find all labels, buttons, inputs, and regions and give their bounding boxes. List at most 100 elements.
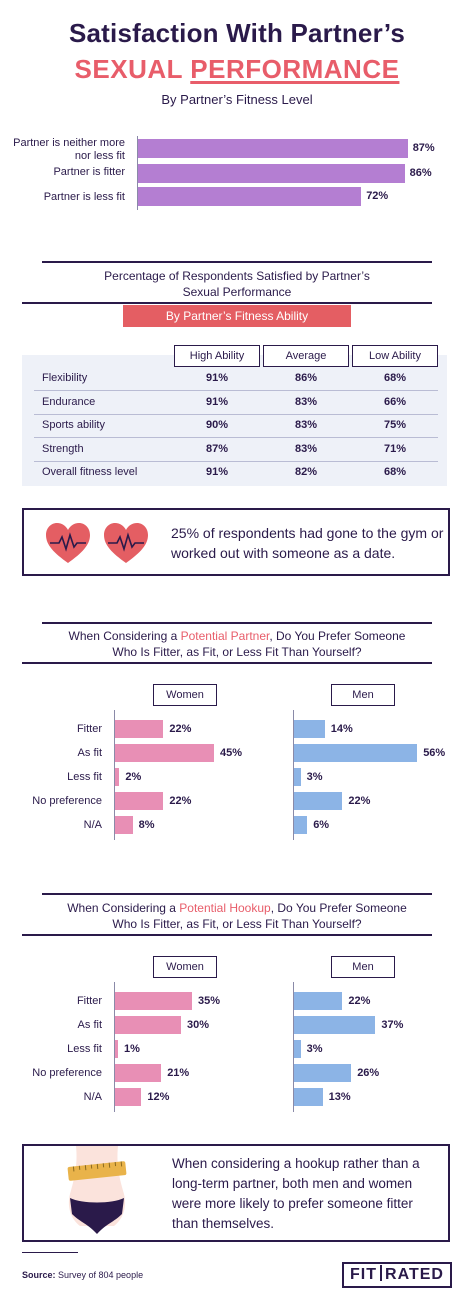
title-part: When Considering a bbox=[68, 629, 181, 643]
men-bar bbox=[294, 768, 301, 786]
men-bar-label: 3% bbox=[306, 771, 323, 783]
men-bar bbox=[294, 992, 343, 1010]
divider bbox=[42, 893, 432, 895]
fitness-satisfaction-chart: Partner is neither more nor less fit Par… bbox=[0, 130, 474, 210]
fitness-bar bbox=[138, 139, 408, 158]
category-label: Partner is less fit bbox=[43, 191, 125, 203]
source-note: Source: Survey of 804 people bbox=[22, 1270, 143, 1280]
hookup-preference-chart: Fitter As fit Less fit No preference N/A Wome… bbox=[0, 956, 474, 1116]
page-subtitle: By Partner’s Fitness Level bbox=[161, 92, 313, 107]
category-label: Less fit bbox=[67, 1043, 102, 1055]
gym-date-callout: 25% of respondents had gone to the gym o… bbox=[22, 508, 450, 576]
table-row-divider bbox=[34, 460, 438, 462]
column-header-low: Low Ability bbox=[352, 345, 438, 367]
women-bar bbox=[115, 816, 133, 834]
table-cell: 91% bbox=[205, 466, 229, 478]
column-header-high: High Ability bbox=[174, 345, 260, 367]
hookup-text: When considering a hookup rather than a … bbox=[172, 1154, 448, 1234]
column-header-average: Average bbox=[263, 345, 349, 367]
women-bar bbox=[115, 992, 192, 1010]
category-label: Partner is neither more nor less fit bbox=[13, 137, 125, 162]
category-label: No preference bbox=[32, 1067, 102, 1079]
axis-line bbox=[293, 982, 294, 1112]
ability-badge: By Partner’s Fitness Ability bbox=[123, 305, 351, 327]
hookup-chart-title: When Considering a Potential Hookup, Do … bbox=[0, 900, 474, 932]
table-cell: 90% bbox=[205, 419, 229, 431]
women-bar-label: 1% bbox=[124, 1043, 140, 1055]
divider bbox=[42, 261, 432, 263]
divider bbox=[22, 662, 432, 664]
table-cell: 83% bbox=[294, 442, 318, 455]
measuring-tape-torso-icon bbox=[67, 1146, 127, 1234]
men-bar-label: 22% bbox=[348, 795, 371, 807]
page-title-line1: Satisfaction With Partner’s bbox=[68, 18, 405, 48]
logo-separator bbox=[380, 1265, 383, 1281]
footer-rule bbox=[22, 1252, 78, 1253]
fitness-bar-label: 72% bbox=[366, 190, 389, 202]
women-bar bbox=[115, 1064, 162, 1082]
ability-table: High Ability Average Low Ability Flexibi… bbox=[22, 345, 447, 486]
partner-chart-title: When Considering a Potential Partner, Do… bbox=[0, 628, 474, 660]
table-title-line1: Percentage of Respondents Satisfied by P… bbox=[104, 269, 370, 283]
women-bar-label: 22% bbox=[169, 795, 192, 807]
men-bar-label: 26% bbox=[357, 1067, 380, 1079]
men-header: Men bbox=[331, 684, 395, 706]
partner-preference-chart: Fitter As fit Less fit No preference N/A Wome… bbox=[0, 684, 474, 844]
men-bar-label: 22% bbox=[348, 995, 371, 1007]
table-row-label: Strength bbox=[42, 442, 84, 455]
women-bar bbox=[115, 792, 164, 810]
women-bar-label: 12% bbox=[147, 1091, 170, 1103]
men-bar bbox=[294, 1064, 352, 1082]
category-label: N/A bbox=[83, 819, 102, 831]
men-bar bbox=[294, 816, 308, 834]
women-bar-label: 35% bbox=[198, 995, 221, 1007]
category-label: As fit bbox=[77, 747, 102, 759]
fitness-bar-label: 86% bbox=[409, 167, 432, 179]
axis-line bbox=[293, 710, 294, 840]
fitness-bar bbox=[138, 164, 405, 183]
hookup-text-line: than themselves. bbox=[172, 1216, 275, 1231]
men-bar-label: 14% bbox=[330, 723, 353, 735]
women-bar bbox=[115, 768, 120, 786]
women-bar-label: 22% bbox=[169, 723, 192, 735]
axis-line bbox=[114, 982, 115, 1112]
category-label: As fit bbox=[77, 1019, 102, 1031]
table-title: Percentage of Respondents Satisfied by P… bbox=[0, 268, 474, 300]
title-highlight: Potential Partner bbox=[180, 629, 270, 643]
gym-date-text: 25% of respondents had gone to the gym o… bbox=[171, 525, 444, 561]
page-title-line2: SEXUAL PERFORMANCE bbox=[0, 54, 474, 85]
table-cell: 86% bbox=[294, 372, 318, 384]
divider bbox=[22, 302, 432, 304]
men-bar bbox=[294, 720, 325, 738]
hookup-callout: When considering a hookup rather than a … bbox=[22, 1144, 450, 1242]
women-bar-label: 8% bbox=[138, 819, 155, 831]
title-line2: Who Is Fitter, as Fit, or Less Fit Than … bbox=[112, 917, 362, 931]
men-bar bbox=[294, 1016, 376, 1034]
source-text: Survey of 804 people bbox=[55, 1270, 144, 1280]
category-label: Fitter bbox=[76, 723, 102, 735]
men-bar bbox=[294, 792, 343, 810]
title-part: , Do You Prefer Someone bbox=[269, 629, 406, 643]
logo-fit: FIT bbox=[350, 1266, 378, 1283]
category-label: Partner is fitter bbox=[53, 166, 125, 178]
women-bar bbox=[115, 1040, 118, 1058]
table-cell: 83% bbox=[294, 395, 318, 408]
title-sexual: SEXUAL bbox=[74, 54, 191, 84]
table-title-line2: Sexual Performance bbox=[182, 285, 292, 299]
divider bbox=[22, 934, 432, 936]
category-label: N/A bbox=[83, 1091, 102, 1103]
title-highlight: Potential Hookup bbox=[179, 901, 271, 915]
hookup-text-line: were more likely to prefer someone fitte… bbox=[172, 1196, 413, 1211]
women-bar bbox=[115, 1088, 142, 1106]
men-bar bbox=[294, 744, 418, 762]
table-cell: 82% bbox=[294, 466, 318, 478]
table-cell: 68% bbox=[383, 372, 407, 384]
axis-line bbox=[114, 710, 115, 840]
table-cell: 87% bbox=[205, 442, 229, 455]
heart-pulse-icon bbox=[104, 523, 148, 563]
heart-pulse-icon bbox=[46, 523, 90, 563]
women-bar-label: 21% bbox=[167, 1067, 190, 1079]
women-bar-label: 45% bbox=[220, 747, 243, 759]
fitrated-logo: FIT RATED bbox=[342, 1262, 452, 1288]
women-header: Women bbox=[153, 684, 217, 706]
